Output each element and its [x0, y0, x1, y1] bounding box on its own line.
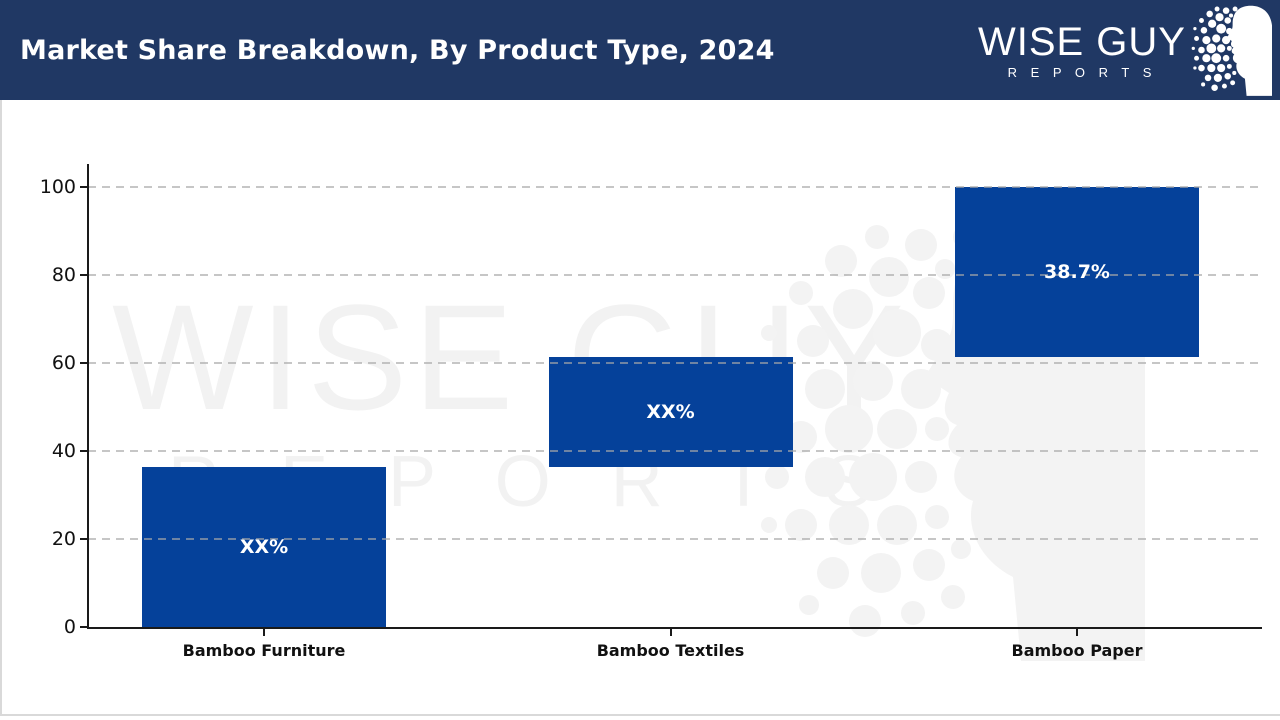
y-tick-label: 40	[51, 440, 76, 462]
x-tick-label: Bamboo Paper	[1011, 641, 1143, 660]
gridline-100	[88, 186, 1262, 188]
bar-value-label: XX%	[646, 401, 695, 424]
y-tick-100	[80, 186, 88, 188]
wiseguy-logo: WISE GUY R E P O R T S	[978, 0, 1272, 100]
y-tick-80	[80, 274, 88, 276]
x-tick-label: Bamboo Furniture	[182, 641, 346, 660]
y-tick-label: 80	[51, 264, 76, 286]
x-tick	[1076, 629, 1078, 636]
gridline-20	[88, 538, 1262, 540]
bottom-border	[0, 714, 1280, 716]
y-tick-label: 20	[51, 528, 76, 550]
logo-text: WISE GUY R E P O R T S	[978, 22, 1186, 79]
bar-bamboo-furniture	[142, 467, 386, 627]
y-tick-label: 0	[63, 616, 76, 638]
header-bar: Market Share Breakdown, By Product Type,…	[0, 0, 1280, 100]
y-tick-60	[80, 362, 88, 364]
x-axis-spine	[87, 627, 1262, 629]
gridline-60	[88, 362, 1262, 364]
x-tick	[263, 629, 265, 636]
bar-value-label: XX%	[239, 536, 289, 559]
logo-wordmark: WISE GUY	[977, 19, 1186, 64]
gridline-40	[88, 450, 1262, 452]
y-tick-label: 60	[51, 352, 76, 374]
y-axis-spine	[87, 164, 89, 629]
y-tick-20	[80, 538, 88, 540]
left-border	[0, 100, 2, 714]
logo-subtitle: R E P O R T S	[1007, 64, 1157, 80]
x-tick-label: Bamboo Textiles	[596, 641, 745, 660]
y-tick-label: 100	[39, 176, 76, 198]
y-tick-40	[80, 450, 88, 452]
bar-bamboo-textiles	[548, 357, 793, 468]
y-tick-0	[80, 626, 88, 628]
gridline-80	[88, 274, 1262, 276]
bar-value-label: 38.7%	[1044, 261, 1110, 284]
chart-title: Market Share Breakdown, By Product Type,…	[20, 34, 775, 66]
x-tick	[669, 629, 672, 636]
